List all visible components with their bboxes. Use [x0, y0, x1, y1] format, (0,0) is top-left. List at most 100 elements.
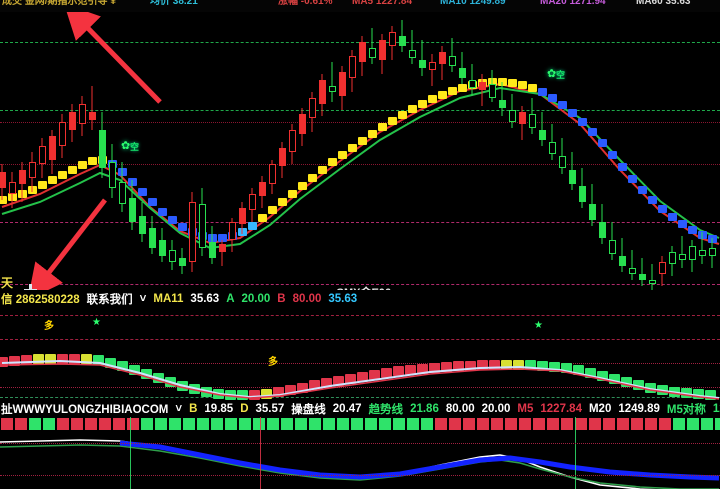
star-icon: ✿ [547, 68, 557, 80]
legend-item[interactable]: ˅ [175, 402, 183, 415]
legend-item[interactable]: 联系我们 [86, 293, 133, 306]
legend-item[interactable]: 21.86 [410, 402, 439, 415]
trend-block [237, 390, 248, 400]
trend-block [465, 361, 476, 371]
gridline [0, 443, 720, 444]
gridline [0, 397, 720, 398]
legend-item[interactable]: 35.63 [328, 292, 358, 305]
legend-item[interactable]: 35.63 [190, 292, 220, 305]
momentum-bar [630, 417, 644, 431]
ribbon-block [678, 220, 687, 228]
ribbon-block [608, 151, 617, 159]
legend-item[interactable]: 35.57 [255, 402, 285, 415]
legend-item[interactable]: 趋势线 [368, 403, 404, 416]
momentum-bar-indicator[interactable] [0, 417, 720, 489]
legend-item[interactable]: M20 [588, 402, 612, 415]
legend-item[interactable]: 20.47 [332, 402, 362, 415]
momentum-bar [476, 417, 490, 431]
legend-item[interactable]: B [189, 402, 198, 415]
candle [668, 12, 676, 290]
trend-block [69, 354, 80, 364]
trend-block-indicator[interactable]: 多 ★ 多 ★ [0, 307, 720, 400]
legend-item[interactable]: 1271.94 [712, 402, 720, 415]
momentum-bar [658, 417, 672, 431]
legend-item[interactable]: 80.00 [292, 292, 322, 305]
trend-block [537, 361, 548, 371]
trend-block [321, 378, 332, 388]
momentum-bar [42, 417, 56, 431]
short-signal-marker[interactable]: 空 [556, 70, 566, 80]
legend-item[interactable]: 1249.89 [618, 402, 660, 415]
trend-block [381, 368, 392, 378]
star-icon[interactable]: ★ [92, 317, 101, 328]
candle [88, 12, 96, 290]
long-signal-marker[interactable]: 多 [268, 357, 278, 368]
legend-item[interactable]: 1227.84 [540, 402, 582, 415]
candle [578, 12, 586, 290]
trend-block [513, 360, 524, 370]
candle [208, 12, 216, 290]
quote-segment: 成交 金网/期指示范引导 ¥ [2, 0, 116, 7]
ribbon-block [578, 118, 587, 126]
candle [48, 12, 56, 290]
momentum-bar [714, 417, 720, 431]
ribbon-block [158, 208, 167, 216]
ribbon-block [408, 105, 417, 113]
ribbon-block [588, 128, 597, 136]
legend-item[interactable]: MA11 [153, 292, 184, 305]
star-icon[interactable]: ★ [534, 320, 543, 331]
crosshair-cursor[interactable] [24, 284, 37, 290]
long-signal-marker[interactable]: 多 [44, 321, 54, 332]
legend-item[interactable]: M5 [517, 402, 534, 415]
ribbon-block [658, 205, 667, 213]
momentum-bar [336, 417, 350, 431]
candle [328, 12, 336, 290]
candle [18, 12, 26, 290]
legend-item[interactable]: 20.00 [481, 402, 511, 415]
ribbon-block [498, 78, 507, 86]
trend-block [489, 360, 500, 370]
trend-block [633, 380, 644, 390]
trend-block [369, 370, 380, 380]
legend-item[interactable]: A [226, 292, 235, 305]
candle [458, 12, 466, 290]
momentum-bar [350, 417, 364, 431]
legend-item[interactable]: D [240, 402, 249, 415]
legend-item[interactable]: 扯WWWYULONGZHIBIAOCOM [1, 403, 169, 416]
price-candlestick-chart[interactable]: 空✿空✿ 天 CMX金E06 [0, 12, 720, 290]
candle [388, 12, 396, 290]
ribbon-block [78, 161, 87, 169]
quote-segment: MA10 1249.89 [440, 0, 506, 7]
indicator-line [0, 444, 719, 489]
ribbon-block [288, 190, 297, 198]
legend-item[interactable]: M5对称 [666, 403, 706, 416]
legend-item[interactable]: ˅ [139, 292, 147, 305]
ribbon-block [398, 111, 407, 119]
candle [568, 12, 576, 290]
legend-item[interactable]: 19.85 [204, 402, 234, 415]
candle [148, 12, 156, 290]
momentum-bar [504, 417, 518, 431]
ribbon-block [258, 214, 267, 222]
trend-block [561, 363, 572, 373]
ribbon-block [548, 94, 557, 102]
momentum-bar [252, 417, 266, 431]
ribbon-block [448, 87, 457, 95]
momentum-bar [392, 417, 406, 431]
momentum-bar [490, 417, 504, 431]
candle [488, 12, 496, 290]
legend-item[interactable]: 信 2862580228 [1, 293, 80, 306]
short-signal-marker[interactable]: 空 [130, 142, 140, 152]
trend-block [117, 361, 128, 371]
legend-item[interactable]: 80.00 [445, 402, 475, 415]
bottom-indicator-legend[interactable]: 扯WWWYULONGZHIBIAOCOM ˅ B 19.85 D 35.57 操盘线 20.4… [0, 400, 720, 417]
candle [548, 12, 556, 290]
price-axis-unit-label: 天 [1, 276, 14, 290]
middle-indicator-legend[interactable]: 信 2862580228 联系我们 ˅ MA11 35.63 A 20.00 B 80.00 35… [0, 290, 720, 307]
candle [28, 12, 36, 290]
trend-block [573, 365, 584, 375]
legend-item[interactable]: 20.00 [241, 292, 271, 305]
quote-segment: MA20 1271.94 [540, 0, 606, 7]
legend-item[interactable]: B [277, 292, 286, 305]
legend-item[interactable]: 操盘线 [291, 403, 326, 416]
